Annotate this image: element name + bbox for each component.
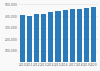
Bar [63, 10, 68, 62]
Bar [55, 11, 61, 62]
Bar [77, 9, 82, 62]
Bar [27, 16, 32, 62]
Bar [41, 14, 46, 62]
Bar [70, 9, 75, 62]
Bar [48, 12, 53, 62]
Bar [20, 15, 25, 62]
Bar [84, 8, 89, 62]
Bar [91, 7, 96, 62]
Bar [34, 14, 39, 62]
